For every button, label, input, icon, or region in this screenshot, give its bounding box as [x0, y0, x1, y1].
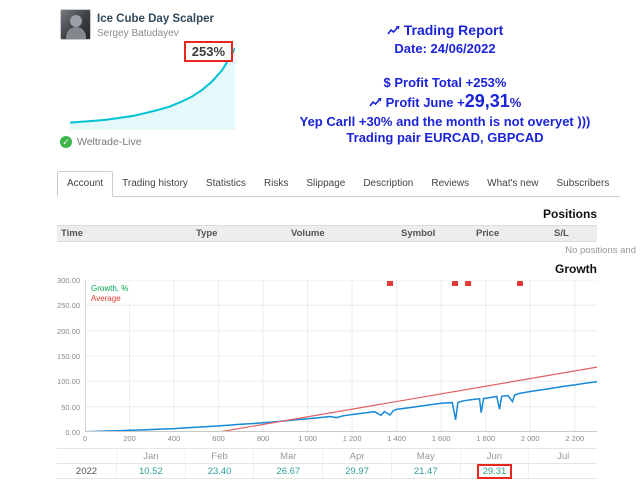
- month-value: [529, 464, 597, 478]
- report-date: Date: 24/06/2022: [394, 41, 496, 56]
- highlighted-value: 29.31: [476, 464, 513, 479]
- report-profit-june: Profit June +29,31%: [285, 92, 605, 113]
- signal-name[interactable]: Ice Cube Day Scalper: [97, 13, 214, 25]
- profit-june-suffix: %: [509, 95, 522, 110]
- growth-chart: 300.00 250.00 200.00 150.00 100.00 50.00 0.00 …: [57, 276, 597, 449]
- month-cell: Feb: [186, 449, 255, 463]
- broker-name: Weltrade-Live: [77, 136, 142, 148]
- values-row: 2022 10.52 23.40 26.67 29.97 21.47 29.31: [57, 464, 597, 479]
- months-spacer: [57, 449, 117, 463]
- col-time: Time: [61, 228, 84, 239]
- legend-growth: Growth, %: [91, 284, 129, 293]
- tab-bar: Account Trading history Statistics Risks…: [57, 171, 620, 197]
- report-title-line: Trading Report: [285, 22, 605, 39]
- month-cell: Jul: [557, 451, 570, 462]
- report-pairs: Trading pair EURCAD, GBPCAD: [346, 130, 544, 145]
- verified-icon: ✓: [60, 136, 72, 148]
- month-cell: May: [392, 449, 461, 463]
- growth-badge: 253%: [183, 41, 233, 62]
- tab-trading-history[interactable]: Trading history: [122, 178, 188, 189]
- month-cell: Apr: [323, 449, 392, 463]
- month-cell: Jun: [461, 449, 530, 463]
- month-value: 26.67: [254, 464, 324, 478]
- report-title: Trading Report: [403, 22, 504, 38]
- tab-slippage[interactable]: Slippage: [306, 178, 346, 189]
- chart-legend: Growth, % Average: [88, 283, 132, 304]
- col-sl: S/L: [554, 228, 569, 239]
- col-price: Price: [476, 228, 500, 239]
- month-value: 29.97: [323, 464, 392, 478]
- chart-increasing-icon: [369, 94, 382, 113]
- tab-whats-new[interactable]: What's new: [487, 178, 539, 189]
- legend-average: Average: [91, 293, 121, 303]
- month-value: 23.40: [186, 464, 255, 478]
- col-volume: Volume: [291, 228, 325, 239]
- col-symbol: Symbol: [401, 228, 436, 239]
- report-annotation: Trading Report Date: 24/06/2022 $ Profit…: [285, 22, 605, 145]
- tab-risks[interactable]: Risks: [263, 178, 289, 189]
- profile-growth-chart: 253%: [70, 37, 235, 130]
- tab-statistics[interactable]: Statistics: [205, 178, 246, 189]
- report-profit-total: $ Profit Total +253%: [383, 75, 507, 90]
- tab-description[interactable]: Description: [363, 178, 414, 189]
- sparkline-svg: [70, 47, 235, 130]
- profit-june-prefix: Profit June +: [385, 95, 465, 110]
- profit-june-value: 29,31: [464, 91, 510, 111]
- tab-account[interactable]: Account: [57, 171, 114, 197]
- months-row: Jan Feb Mar Apr May Jun Jul: [57, 449, 597, 464]
- month-value: 21.47: [392, 464, 461, 478]
- tab-subscribers[interactable]: Subscribers: [556, 178, 610, 189]
- broker-row: ✓ Weltrade-Live: [60, 136, 142, 148]
- y-axis-labels: 300.00 250.00 200.00 150.00 100.00 50.00 0.00: [57, 276, 80, 437]
- signal-author[interactable]: Sergey Batudayev: [97, 28, 179, 39]
- month-cell: Mar: [254, 449, 324, 463]
- x-axis-labels: 0 200 400 600 800 1 000 1 200 1 400 1 600 1 800 2 …: [82, 434, 585, 443]
- chart-increasing-icon: [387, 23, 400, 39]
- growth-chart-svg: [85, 280, 597, 432]
- month-value: 10.52: [117, 464, 186, 478]
- report-comment: Yep Carll +30% and the month is not over…: [299, 114, 591, 129]
- positions-heading: Positions: [542, 207, 597, 221]
- growth-heading: Growth: [555, 262, 597, 276]
- avatar[interactable]: [60, 9, 91, 40]
- col-type: Type: [196, 228, 218, 239]
- year-cell: 2022: [57, 464, 117, 478]
- positions-table-header: Time Type Volume Symbol Price S/L: [57, 225, 597, 242]
- month-value-highlighted: 29.31: [461, 464, 530, 479]
- monthly-growth-table: Jan Feb Mar Apr May Jun Jul 2022 10.52 2…: [57, 448, 597, 479]
- positions-empty-text: No positions and: [565, 245, 636, 256]
- month-cell: Jan: [117, 449, 186, 463]
- tab-reviews[interactable]: Reviews: [431, 178, 470, 189]
